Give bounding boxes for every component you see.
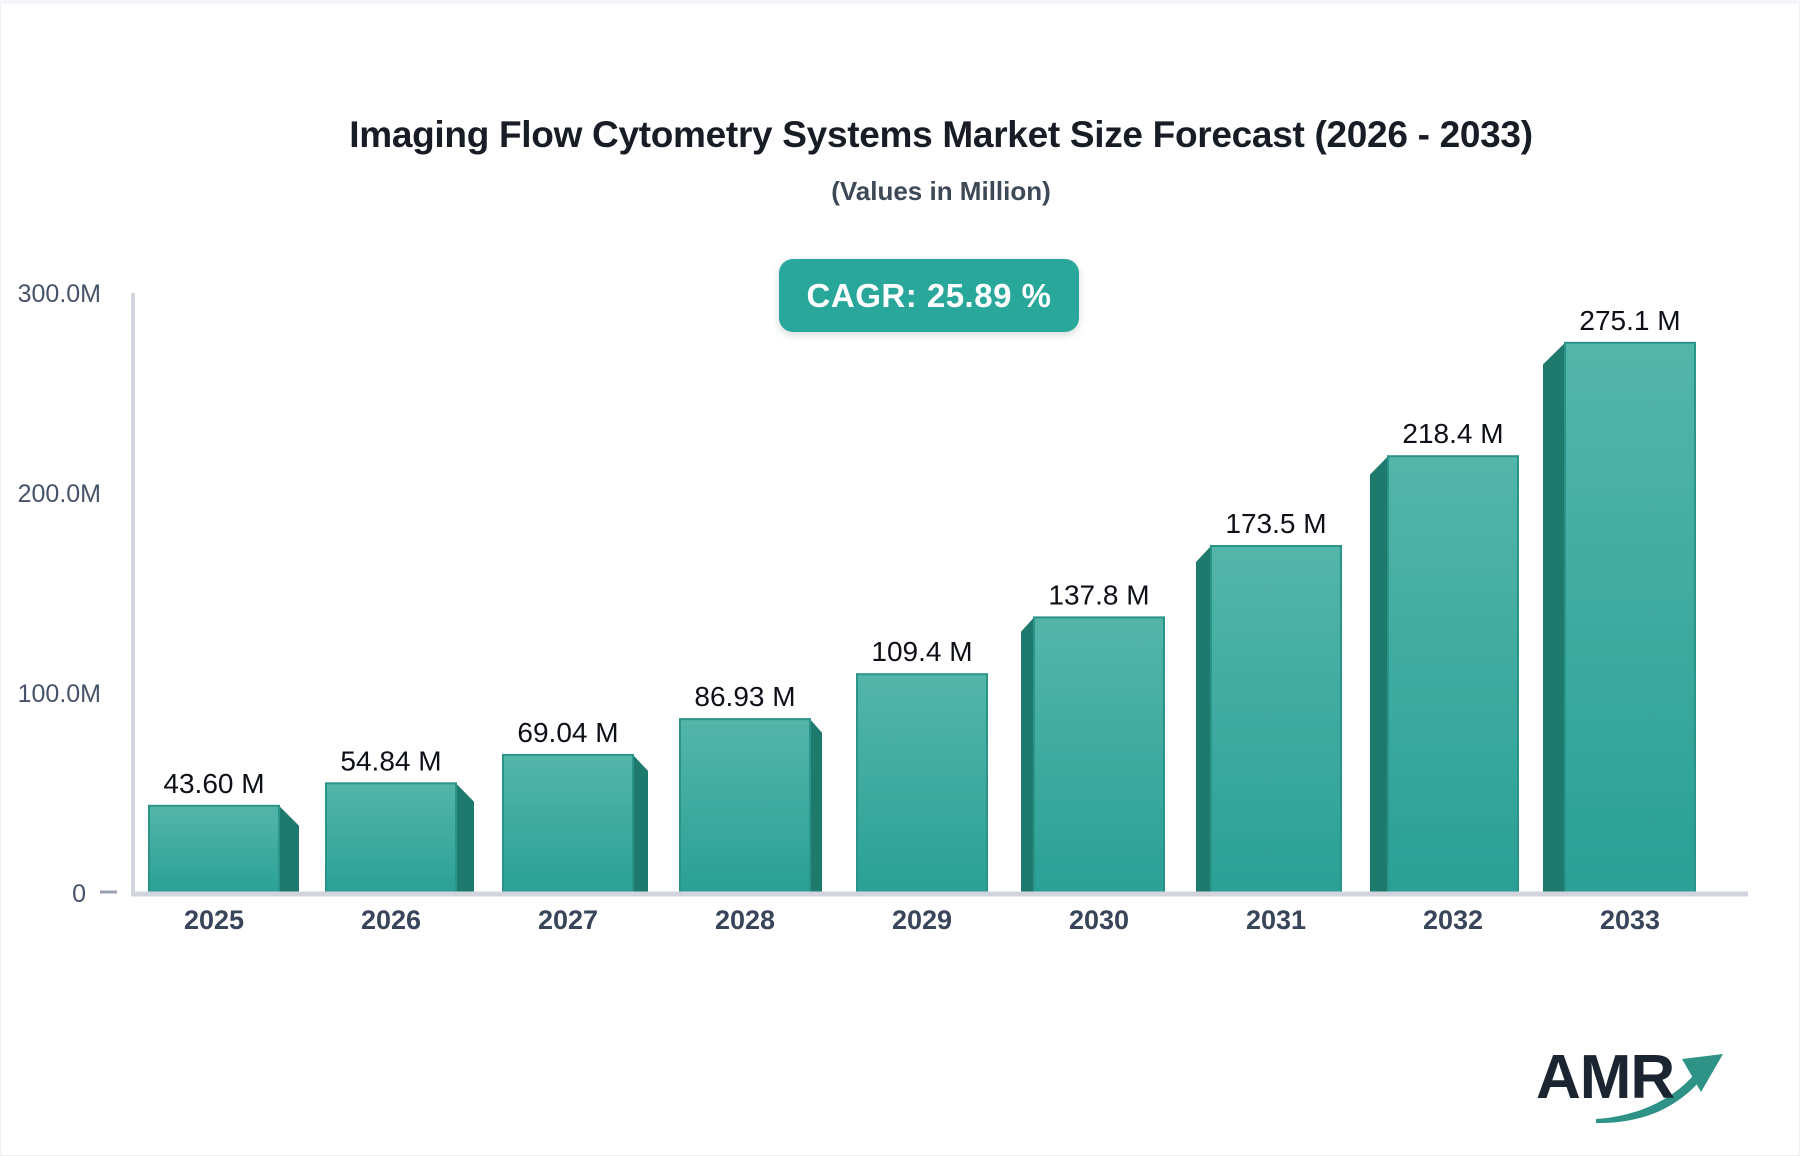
bar-face-2028 bbox=[679, 718, 811, 895]
bar-value-label-2028: 86.93 M bbox=[694, 681, 795, 712]
x-axis-label-2033: 2033 bbox=[1600, 905, 1660, 935]
x-axis-label-2032: 2032 bbox=[1423, 905, 1483, 935]
bar-value-label-2033: 275.1 M bbox=[1579, 305, 1680, 336]
bar-value-label-2027: 69.04 M bbox=[517, 717, 618, 748]
bar-face-2029 bbox=[856, 673, 988, 895]
x-axis-label-2026: 2026 bbox=[361, 905, 421, 935]
logo-text: AMR bbox=[1536, 1043, 1675, 1112]
cagr-badge-label: CAGR: 25.89 % bbox=[806, 276, 1052, 314]
bar-face-2025 bbox=[148, 804, 280, 894]
bar-value-label-2025: 43.60 M bbox=[163, 768, 264, 799]
y-axis-label-0: 0 bbox=[72, 880, 86, 908]
cagr-badge: CAGR: 25.89 % bbox=[779, 259, 1079, 332]
bar-side-2031 bbox=[1196, 546, 1211, 893]
logo-arrow-icon bbox=[1596, 1054, 1723, 1124]
bar-value-label-2031: 173.5 M bbox=[1225, 508, 1326, 539]
bar-face-2027 bbox=[502, 753, 634, 894]
y-axis-label-100.0M: 100.0M bbox=[18, 680, 101, 708]
x-axis-label-2030: 2030 bbox=[1069, 905, 1129, 935]
bar-side-2028 bbox=[810, 719, 822, 893]
x-axis-label-2025: 2025 bbox=[184, 905, 244, 935]
bar-face-2033 bbox=[1564, 341, 1696, 894]
y-axis-label-200.0M: 200.0M bbox=[18, 480, 101, 508]
chart-title: Imaging Flow Cytometry Systems Market Si… bbox=[349, 114, 1533, 155]
bar-face-2026 bbox=[325, 782, 457, 895]
bar-face-2032 bbox=[1387, 455, 1519, 894]
bar-value-label-2026: 54.84 M bbox=[340, 745, 441, 776]
chart-subtitle: (Values in Million) bbox=[831, 176, 1051, 206]
bar-side-2033 bbox=[1543, 342, 1565, 893]
x-axis-label-2028: 2028 bbox=[715, 905, 775, 935]
amr-logo: AMR bbox=[1531, 1032, 1761, 1132]
bar-face-2030 bbox=[1033, 616, 1165, 895]
bar-value-label-2030: 137.8 M bbox=[1048, 579, 1149, 610]
bar-side-2027 bbox=[633, 754, 648, 893]
bar-chart-plot: 43.60 M 2025 54.84 M 2026 69.04 M 2027 86.93 M… bbox=[18, 280, 1748, 935]
bar-face-2031 bbox=[1210, 545, 1342, 894]
bar-side-2032 bbox=[1370, 456, 1388, 893]
bar-side-2026 bbox=[456, 783, 474, 893]
y-axis-label-300.0M: 300.0M bbox=[18, 280, 101, 308]
x-axis-label-2027: 2027 bbox=[538, 905, 598, 935]
bar-value-label-2029: 109.4 M bbox=[871, 636, 972, 667]
bar-side-2025 bbox=[279, 805, 299, 893]
x-axis-label-2031: 2031 bbox=[1246, 905, 1306, 935]
x-axis-label-2029: 2029 bbox=[892, 905, 952, 935]
bar-value-label-2032: 218.4 M bbox=[1402, 418, 1503, 449]
bar-side-2030 bbox=[1021, 617, 1034, 893]
